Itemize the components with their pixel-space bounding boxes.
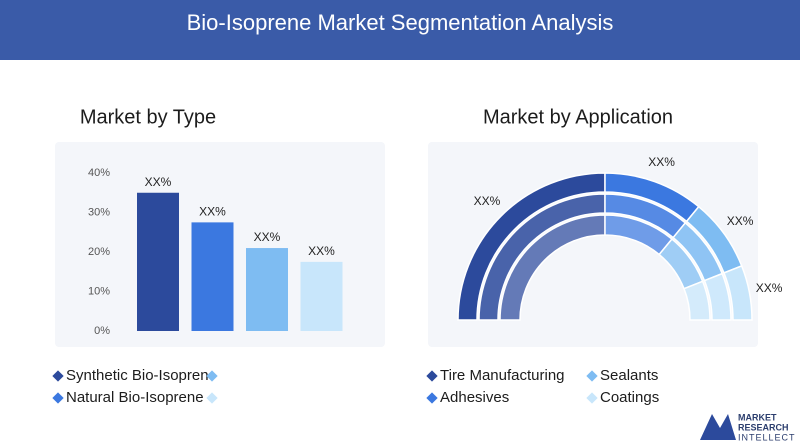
- value-label: XX%: [308, 244, 335, 258]
- logo-text: MARKET: [738, 412, 777, 422]
- bar: [137, 192, 179, 331]
- logo-text: INTELLECT: [738, 432, 796, 442]
- logo-icon: [700, 414, 736, 440]
- legend-marker: [586, 370, 598, 382]
- bar: [191, 222, 234, 331]
- page-title: Bio-Isoprene Market Segmentation Analysi…: [187, 10, 614, 35]
- value-label: XX%: [145, 175, 172, 189]
- legend-marker: [206, 370, 218, 382]
- value-label: XX%: [254, 230, 281, 244]
- bar: [300, 261, 343, 331]
- legend-label: Tire Manufacturing: [440, 367, 565, 384]
- y-tick-label: 40%: [88, 167, 110, 179]
- value-label: XX%: [199, 205, 226, 219]
- chart-title: Market by Application: [483, 106, 673, 128]
- legend-marker: [52, 392, 64, 404]
- logo-text: RESEARCH: [738, 422, 789, 432]
- chart-title: Market by Type: [80, 106, 216, 128]
- legend-label: Natural Bio-Isoprene: [66, 389, 204, 406]
- y-tick-label: 10%: [88, 285, 110, 297]
- y-tick-label: 30%: [88, 206, 110, 218]
- y-tick-label: 20%: [88, 246, 110, 258]
- legend-marker: [426, 392, 438, 404]
- legend-label: Adhesives: [440, 389, 509, 406]
- value-label: XX%: [648, 155, 675, 169]
- donut-segment: [723, 264, 753, 321]
- header-band: [0, 0, 800, 60]
- y-tick-label: 0%: [94, 325, 110, 337]
- logo: MARKET RESEARCH INTELLECT: [700, 412, 796, 442]
- legend-label: Synthetic Bio-Isopren: [66, 367, 209, 384]
- value-label: XX%: [474, 194, 501, 208]
- value-label: XX%: [756, 281, 783, 295]
- legend-label: Coatings: [600, 389, 659, 406]
- donut-segment: [703, 272, 732, 321]
- legend-marker: [586, 392, 598, 404]
- donut-segment: [683, 280, 711, 321]
- legend-label: Sealants: [600, 367, 658, 384]
- legend-marker: [206, 392, 218, 404]
- bar: [246, 248, 288, 331]
- legend-marker: [426, 370, 438, 382]
- legend-marker: [52, 370, 64, 382]
- value-label: XX%: [727, 214, 754, 228]
